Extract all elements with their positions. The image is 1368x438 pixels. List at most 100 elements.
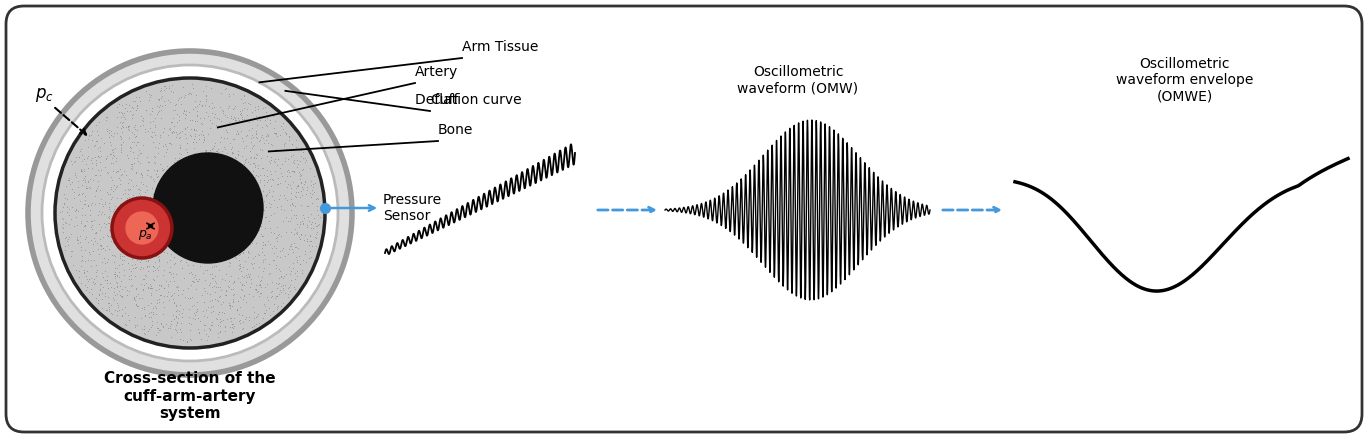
Point bbox=[146, 207, 168, 214]
Point bbox=[68, 191, 90, 198]
Point bbox=[216, 192, 238, 199]
Point bbox=[227, 176, 249, 183]
Point bbox=[227, 152, 249, 159]
Point bbox=[89, 199, 111, 206]
Point bbox=[142, 243, 164, 250]
Point bbox=[209, 315, 231, 322]
Point bbox=[142, 175, 164, 182]
Point bbox=[170, 225, 192, 232]
Point bbox=[190, 217, 212, 224]
Point bbox=[174, 92, 196, 99]
Point bbox=[274, 191, 295, 198]
Point bbox=[290, 201, 312, 208]
Point bbox=[159, 140, 181, 147]
Point bbox=[137, 159, 159, 166]
Point bbox=[90, 246, 112, 253]
Point bbox=[186, 220, 208, 227]
Point bbox=[211, 275, 233, 282]
Point bbox=[216, 315, 238, 322]
Point bbox=[97, 213, 119, 220]
Point bbox=[241, 261, 263, 268]
Point bbox=[283, 160, 305, 167]
Text: Oscillometric
waveform (OMW): Oscillometric waveform (OMW) bbox=[737, 65, 859, 95]
Point bbox=[220, 231, 242, 238]
Point bbox=[103, 296, 124, 303]
Point bbox=[120, 228, 142, 235]
Point bbox=[77, 275, 98, 282]
Point bbox=[60, 216, 82, 223]
Point bbox=[271, 283, 293, 290]
Point bbox=[77, 238, 98, 245]
Text: $p_c$: $p_c$ bbox=[36, 86, 53, 104]
Point bbox=[164, 184, 186, 191]
Point bbox=[134, 329, 156, 336]
Point bbox=[220, 318, 242, 325]
Point bbox=[116, 108, 138, 115]
Point bbox=[237, 201, 259, 208]
Point bbox=[156, 142, 178, 149]
Point bbox=[137, 197, 159, 204]
Point bbox=[124, 293, 146, 300]
Point bbox=[159, 179, 181, 186]
Point bbox=[116, 260, 138, 267]
Point bbox=[271, 205, 293, 212]
Point bbox=[224, 173, 246, 180]
Point bbox=[276, 197, 298, 204]
Point bbox=[92, 290, 114, 297]
Point bbox=[263, 129, 285, 136]
Point bbox=[97, 285, 119, 292]
Point bbox=[202, 171, 224, 178]
Point bbox=[159, 99, 181, 106]
Point bbox=[269, 232, 291, 239]
Point bbox=[105, 113, 127, 120]
Point bbox=[200, 208, 222, 215]
Point bbox=[233, 282, 254, 289]
Point bbox=[257, 140, 279, 147]
Point bbox=[234, 92, 256, 99]
Point bbox=[230, 293, 252, 300]
Point bbox=[138, 256, 160, 263]
Point bbox=[237, 236, 259, 243]
Point bbox=[77, 144, 98, 151]
Point bbox=[56, 195, 78, 202]
Point bbox=[141, 107, 163, 114]
Point bbox=[120, 160, 142, 167]
Point bbox=[235, 279, 257, 286]
Point bbox=[93, 139, 115, 146]
Point bbox=[209, 89, 231, 96]
Point bbox=[233, 209, 254, 216]
Point bbox=[74, 192, 96, 199]
Point bbox=[246, 121, 268, 128]
Point bbox=[285, 189, 306, 196]
Point bbox=[269, 274, 291, 281]
Point bbox=[103, 132, 124, 139]
Point bbox=[166, 302, 187, 309]
Point bbox=[182, 106, 204, 113]
Point bbox=[197, 304, 219, 311]
Point bbox=[213, 111, 235, 118]
Point bbox=[70, 262, 92, 269]
Point bbox=[81, 165, 103, 172]
Point bbox=[204, 263, 226, 270]
Point bbox=[140, 300, 161, 307]
Point bbox=[263, 176, 285, 183]
Point bbox=[174, 230, 196, 237]
Point bbox=[179, 335, 201, 342]
Point bbox=[157, 195, 179, 202]
Point bbox=[74, 258, 96, 265]
Point bbox=[168, 129, 190, 136]
Point bbox=[215, 181, 237, 188]
FancyBboxPatch shape bbox=[5, 6, 1363, 432]
Point bbox=[157, 84, 179, 91]
Point bbox=[64, 153, 86, 160]
Point bbox=[201, 318, 223, 325]
Point bbox=[212, 184, 234, 191]
Point bbox=[166, 302, 187, 309]
Point bbox=[126, 127, 148, 134]
Point bbox=[263, 250, 285, 257]
Point bbox=[60, 252, 82, 259]
Point bbox=[260, 288, 282, 295]
Point bbox=[103, 223, 124, 230]
Point bbox=[211, 191, 233, 198]
Point bbox=[105, 168, 127, 175]
